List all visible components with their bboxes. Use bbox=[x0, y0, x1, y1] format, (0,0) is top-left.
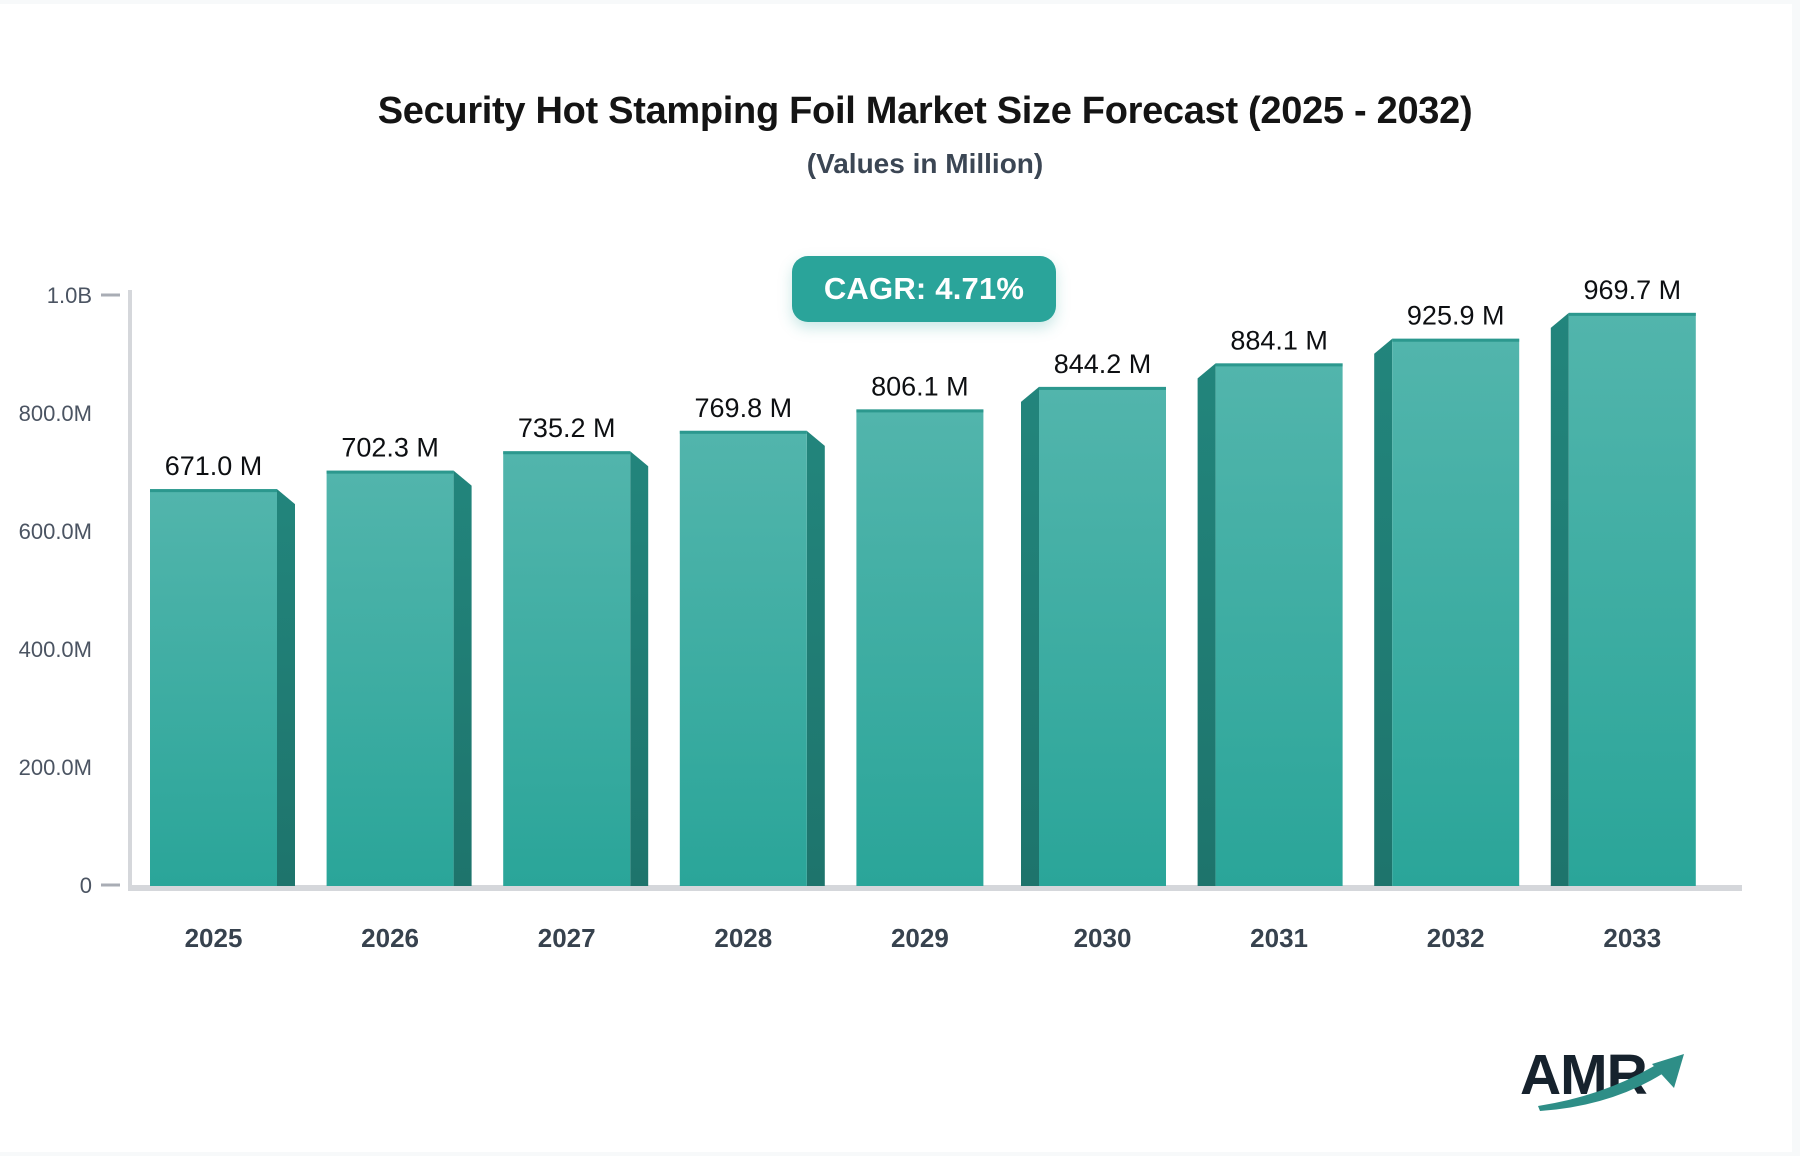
bar-2031: 884.1 M 2031 bbox=[1197, 325, 1343, 953]
bar-face bbox=[679, 430, 807, 886]
bar-value-label: 769.8 M bbox=[695, 393, 793, 423]
bar-face bbox=[1568, 312, 1696, 886]
bar-top-edge bbox=[1392, 338, 1520, 342]
bar-value-label: 702.3 M bbox=[341, 433, 439, 463]
x-tick-label-2025: 2025 bbox=[185, 923, 243, 953]
y-tick-label-600.0M: 600.0M bbox=[19, 519, 92, 544]
y-tick-label-200.0M: 200.0M bbox=[19, 755, 92, 780]
bar-2032: 925.9 M 2032 bbox=[1374, 301, 1520, 953]
bar-face bbox=[1215, 363, 1343, 887]
bar-top-edge bbox=[1568, 312, 1696, 316]
bar-side-face bbox=[1374, 338, 1393, 886]
y-tick-label-1.0B: 1.0B bbox=[47, 283, 92, 308]
y-axis-line bbox=[128, 290, 132, 891]
x-tick-label-2029: 2029 bbox=[891, 923, 949, 953]
y-tick-label-800.0M: 800.0M bbox=[19, 401, 92, 426]
bar-value-label: 806.1 M bbox=[871, 371, 969, 401]
bar-2026: 702.3 M 2026 bbox=[326, 433, 472, 953]
x-tick-label-2033: 2033 bbox=[1603, 923, 1661, 953]
y-tick-label-400.0M: 400.0M bbox=[19, 637, 92, 662]
amr-logo: AMR bbox=[1520, 1043, 1684, 1111]
bar-top-edge bbox=[679, 430, 807, 434]
growth-arrow-icon bbox=[1538, 1066, 1662, 1111]
x-tick-label-2030: 2030 bbox=[1074, 923, 1132, 953]
bar-value-label: 735.2 M bbox=[518, 413, 616, 443]
bar-face bbox=[150, 489, 277, 886]
bar-side-face bbox=[1550, 312, 1569, 886]
cagr-badge-label: CAGR: 4.71% bbox=[823, 271, 1025, 306]
x-axis-baseline bbox=[128, 885, 1742, 891]
y-tick-label-0: 0 bbox=[80, 873, 92, 898]
growth-arrow-head-icon bbox=[1652, 1054, 1684, 1088]
x-tick-label-2031: 2031 bbox=[1250, 923, 1308, 953]
chart-header: Security Hot Stamping Foil Market Size F… bbox=[45, 90, 1800, 180]
bar-top-edge bbox=[326, 470, 454, 474]
bar-value-label: 671.0 M bbox=[165, 451, 263, 481]
bar-2025: 671.0 M 2025 bbox=[150, 451, 295, 953]
bar-side-face bbox=[277, 489, 295, 886]
x-tick-label-2028: 2028 bbox=[714, 923, 772, 953]
bar-2028: 769.8 M 2028 bbox=[679, 393, 825, 953]
bar-value-label: 884.1 M bbox=[1230, 325, 1328, 355]
bar-top-edge bbox=[150, 489, 277, 493]
bar-top-edge bbox=[503, 451, 631, 455]
bar-face bbox=[1039, 386, 1166, 886]
x-tick-label-2026: 2026 bbox=[361, 923, 419, 953]
bar-face bbox=[503, 451, 631, 886]
x-tick-label-2027: 2027 bbox=[538, 923, 596, 953]
chart-subtitle: (Values in Million) bbox=[806, 148, 1044, 179]
bar-face bbox=[856, 409, 984, 886]
bar-2030: 844.2 M 2030 bbox=[1021, 349, 1166, 953]
bar-2027: 735.2 M 2027 bbox=[503, 413, 649, 953]
bar-value-label: 969.7 M bbox=[1584, 275, 1682, 305]
bar-side-face bbox=[806, 430, 825, 886]
bar-face bbox=[326, 470, 454, 886]
cagr-badge: CAGR: 4.71% bbox=[792, 256, 1056, 322]
bar-value-label: 925.9 M bbox=[1407, 301, 1505, 331]
bar-top-edge bbox=[1039, 386, 1166, 390]
bar-2029: 806.1 M 2029 bbox=[856, 371, 984, 953]
bar-2033: 969.7 M 2033 bbox=[1550, 275, 1696, 953]
bar-face bbox=[1392, 338, 1520, 886]
bar-side-face bbox=[630, 451, 649, 886]
bar-side-face bbox=[1021, 386, 1039, 886]
bar-side-face bbox=[1197, 363, 1216, 887]
chart-title: Security Hot Stamping Foil Market Size F… bbox=[377, 90, 1473, 132]
bar-side-face bbox=[453, 470, 472, 886]
x-tick-label-2032: 2032 bbox=[1427, 923, 1485, 953]
bar-top-edge bbox=[856, 409, 984, 413]
bar-value-label: 844.2 M bbox=[1054, 349, 1152, 379]
bar-top-edge bbox=[1215, 363, 1343, 367]
